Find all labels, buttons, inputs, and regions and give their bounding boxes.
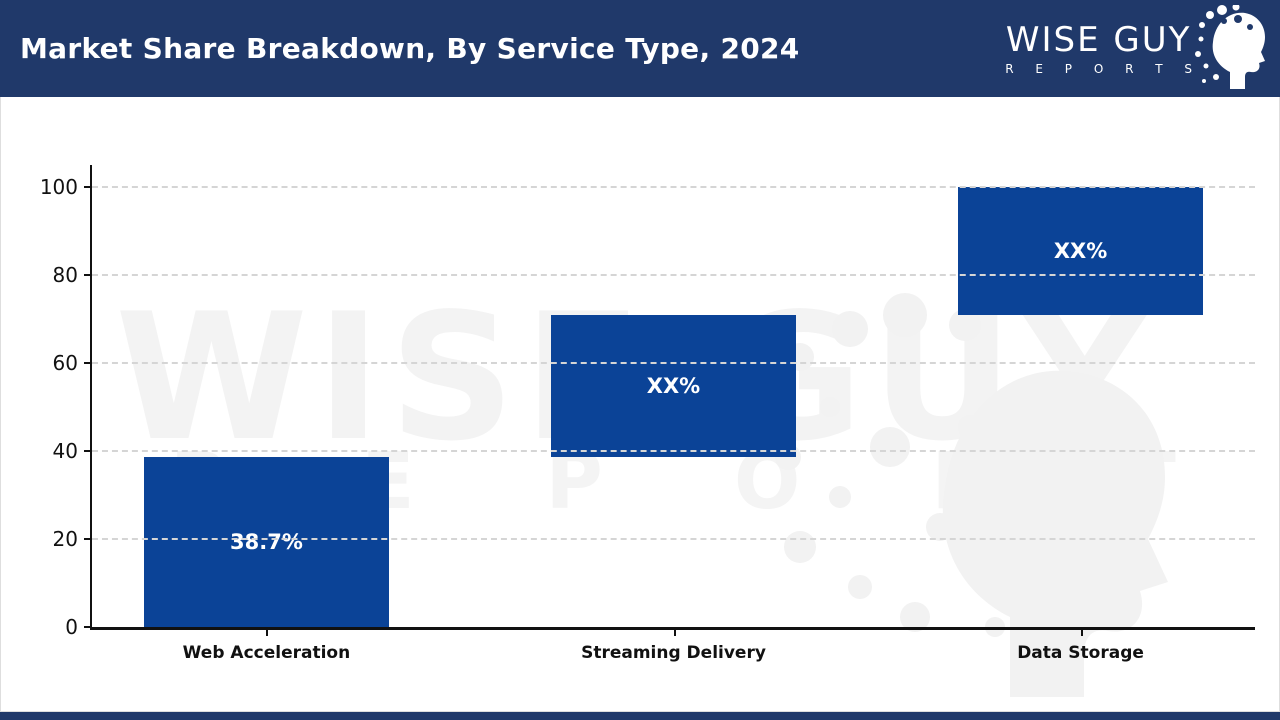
y-tick-80 bbox=[84, 274, 92, 276]
header-bar: Market Share Breakdown, By Service Type,… bbox=[0, 0, 1280, 97]
y-tick-40 bbox=[84, 450, 92, 452]
logo-text: WISE GUY R E P O R T S bbox=[1005, 23, 1192, 75]
y-tick-label-20: 20 bbox=[52, 527, 78, 551]
x-category-label-streaming-delivery: Streaming Delivery bbox=[581, 643, 766, 663]
logo-head-profile-icon bbox=[1194, 3, 1266, 93]
y-tick-label-40: 40 bbox=[52, 439, 78, 463]
logo-subtitle: R E P O R T S bbox=[1005, 61, 1201, 76]
bar-value-label-data-storage: XX% bbox=[1053, 238, 1108, 263]
y-tick-label-0: 0 bbox=[65, 615, 78, 639]
x-category-label-data-storage: Data Storage bbox=[1017, 643, 1144, 663]
gridline-100 bbox=[92, 186, 1255, 188]
plot-area: 0 20 40 60 80 100 38.7% Web Acceleration XX% Stre… bbox=[40, 165, 1255, 663]
brand-logo: WISE GUY R E P O R T S bbox=[1005, 3, 1266, 93]
y-tick-label-80: 80 bbox=[52, 263, 78, 287]
y-tick-100 bbox=[84, 186, 92, 188]
y-tick-60 bbox=[84, 362, 92, 364]
bar-value-label-streaming-delivery: XX% bbox=[646, 373, 701, 398]
y-tick-label-60: 60 bbox=[52, 351, 78, 375]
bar-value-label-web-acceleration: 38.7% bbox=[230, 529, 303, 554]
y-tick-20 bbox=[84, 538, 92, 540]
y-tick-label-100: 100 bbox=[39, 175, 78, 199]
logo-name: WISE GUY bbox=[1005, 19, 1192, 60]
bar-streaming-delivery: XX% bbox=[551, 314, 796, 457]
footer-bar bbox=[0, 712, 1280, 720]
bar-data-storage: XX% bbox=[958, 187, 1203, 315]
gridline-60 bbox=[92, 362, 1255, 364]
gridline-40 bbox=[92, 450, 1255, 452]
x-tick-web-acceleration bbox=[266, 630, 269, 636]
page-title: Market Share Breakdown, By Service Type,… bbox=[20, 32, 800, 65]
x-category-label-web-acceleration: Web Acceleration bbox=[182, 643, 351, 663]
bar-web-acceleration: 38.7% bbox=[144, 456, 389, 627]
x-tick-streaming-delivery bbox=[673, 630, 676, 636]
y-tick-0 bbox=[84, 626, 92, 628]
x-tick-data-storage bbox=[1080, 630, 1083, 636]
gridline-80 bbox=[92, 274, 1255, 276]
gridline-20 bbox=[92, 538, 1255, 540]
